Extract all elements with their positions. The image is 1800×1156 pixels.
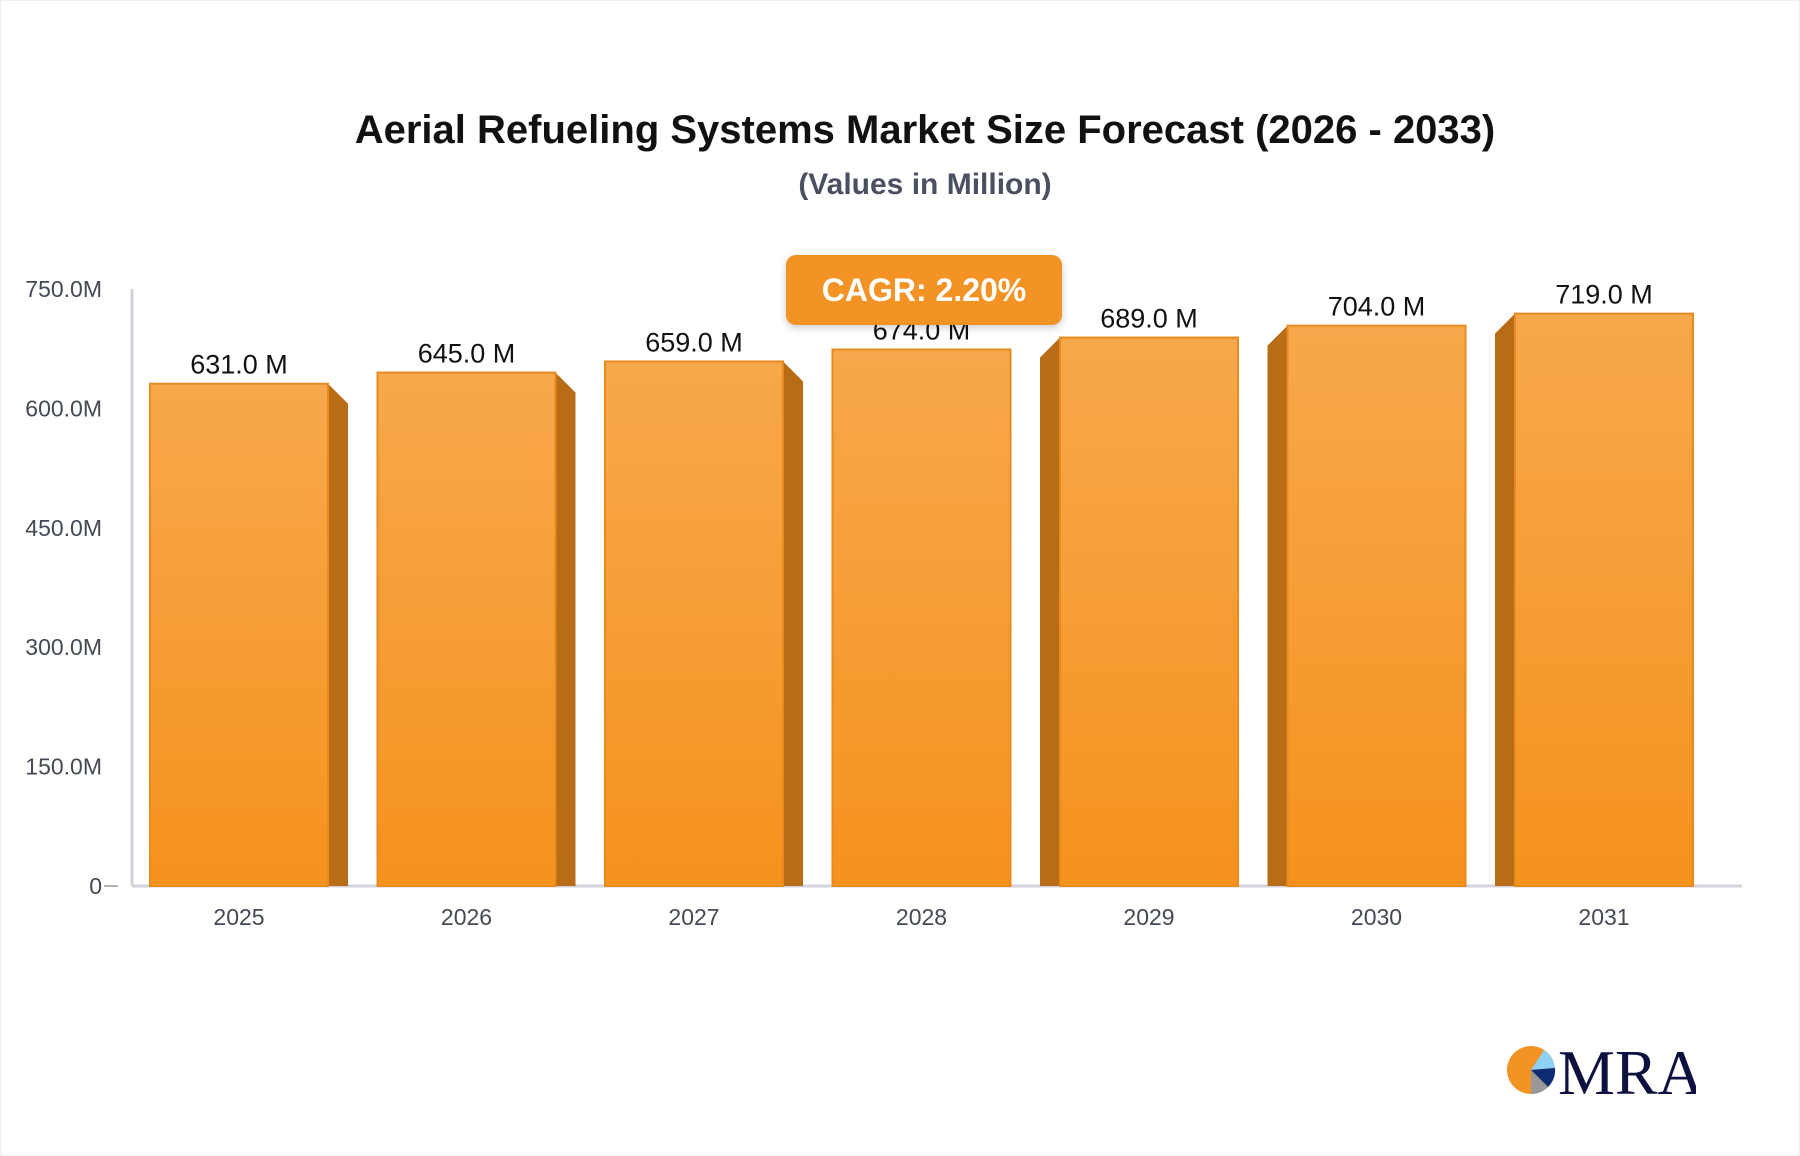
- bar: [1286, 324, 1467, 887]
- x-tick-label: 2030: [1351, 904, 1402, 930]
- bar-side: [328, 383, 348, 886]
- mra-logo: MRA: [1507, 1040, 1696, 1100]
- bar-side: [1267, 325, 1288, 887]
- data-label: 631.0 M: [190, 350, 288, 380]
- bar-side: [1495, 313, 1515, 886]
- y-tick-label: 150.0M: [25, 754, 102, 780]
- bar: [376, 371, 557, 887]
- bar: [831, 348, 1012, 888]
- bar: [149, 382, 329, 887]
- x-tick-label: 2031: [1578, 904, 1629, 930]
- bar-side: [1040, 337, 1060, 886]
- bar: [604, 360, 784, 888]
- cagr-badge: CAGR: 2.20%: [786, 255, 1062, 325]
- y-tick-label: 750.0M: [25, 276, 102, 302]
- y-tick-label: 0: [89, 873, 102, 899]
- y-tick-label: 600.0M: [25, 395, 102, 421]
- x-tick-label: 2027: [668, 904, 719, 930]
- data-label: 645.0 M: [418, 339, 516, 369]
- data-label: 719.0 M: [1555, 280, 1653, 310]
- x-tick-label: 2029: [1123, 904, 1174, 930]
- x-tick-label: 2025: [213, 904, 264, 930]
- x-tick-label: 2028: [896, 904, 947, 930]
- data-label: 704.0 M: [1328, 292, 1426, 322]
- bar: [1059, 336, 1239, 887]
- chart-title: Aerial Refueling Systems Market Size For…: [354, 108, 1496, 152]
- bar-side: [555, 372, 576, 887]
- data-label: 659.0 M: [645, 327, 743, 357]
- svg-text:MRA: MRA: [1558, 1040, 1696, 1100]
- bar: [1514, 312, 1694, 887]
- y-tick-label: 300.0M: [25, 634, 102, 660]
- x-tick-label: 2026: [441, 904, 492, 930]
- data-label: 689.0 M: [1100, 304, 1198, 334]
- chart-subtitle: (Values in Million): [798, 168, 1052, 201]
- y-tick-label: 450.0M: [25, 515, 102, 541]
- bar-side: [783, 361, 803, 886]
